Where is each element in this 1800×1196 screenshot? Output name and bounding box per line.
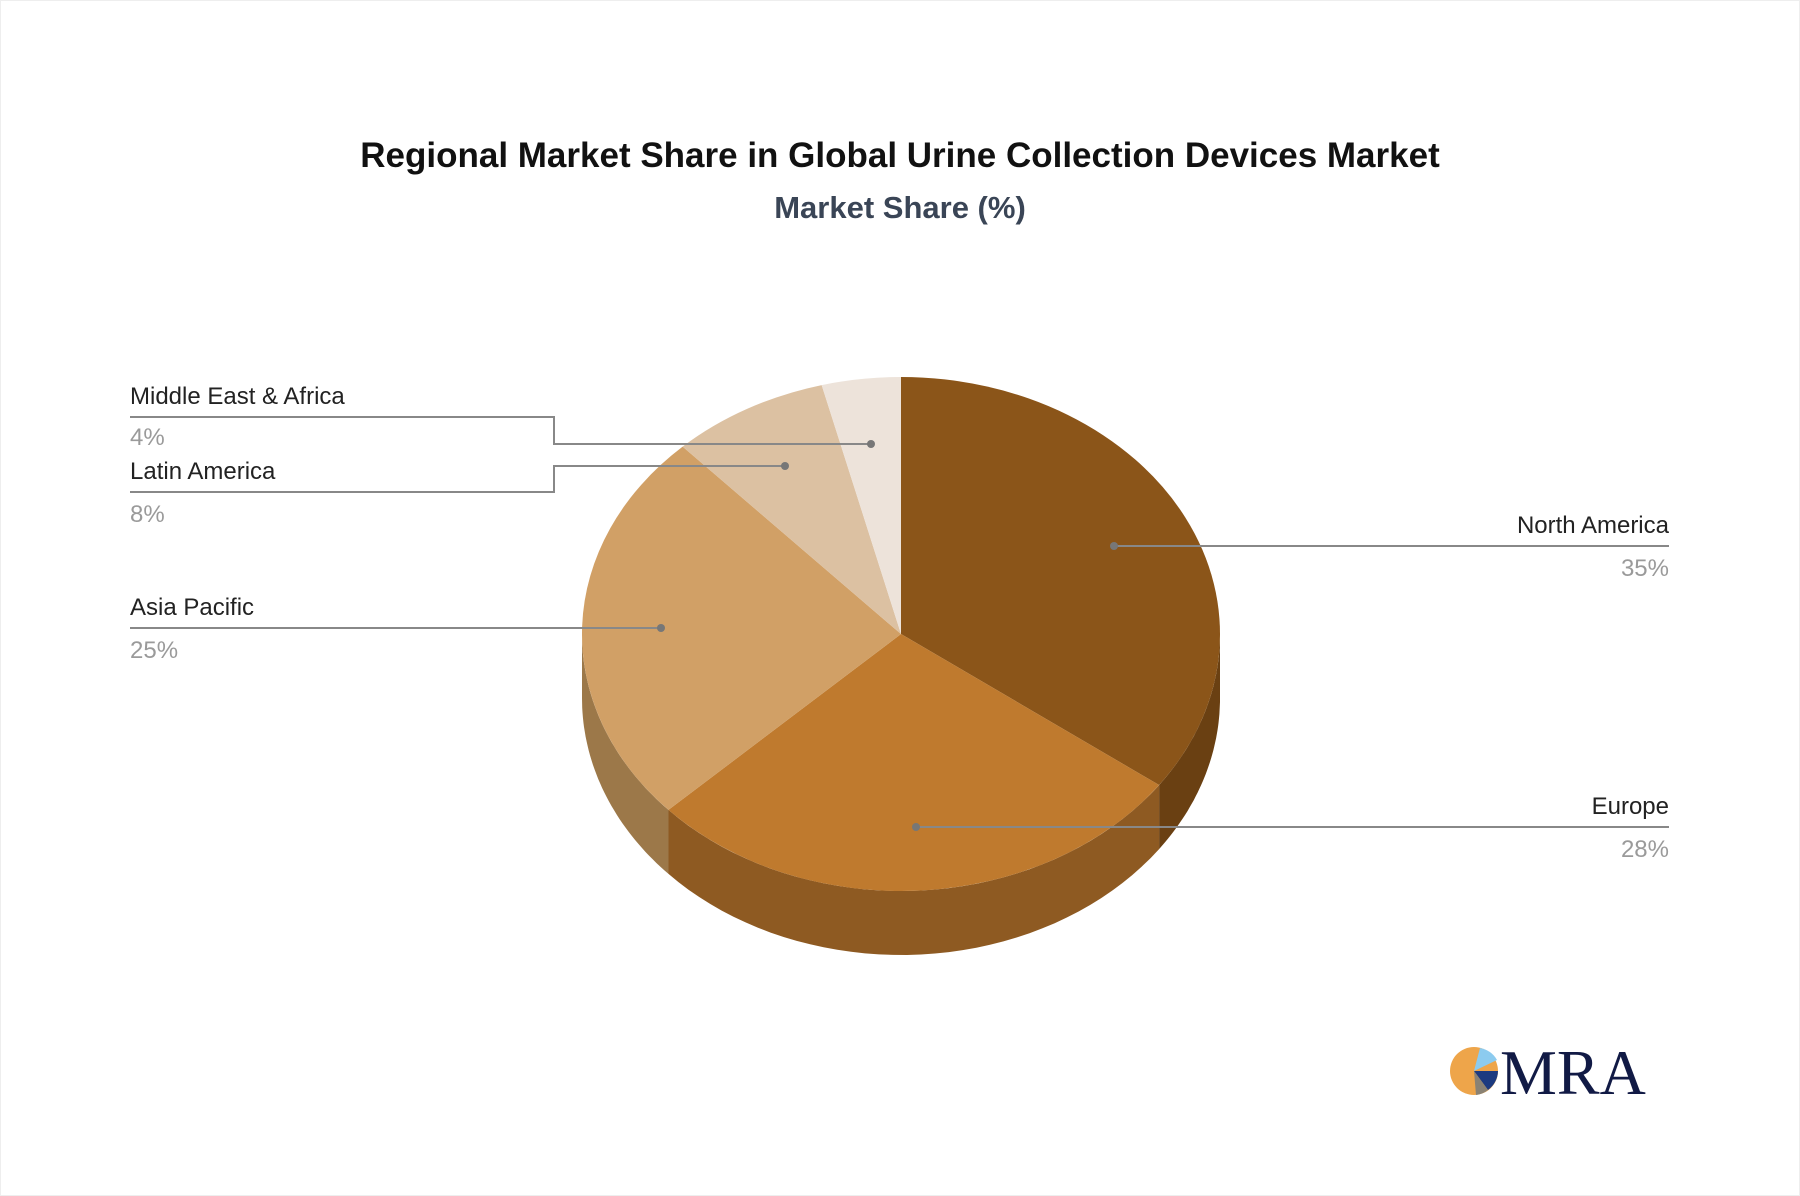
- pie-slice-middle-east-africa: [821, 377, 901, 634]
- logo-pie-icon: [1450, 1047, 1498, 1095]
- slice-label-north-america: North America: [1517, 512, 1670, 539]
- leader-dot-latin-america: [781, 462, 789, 470]
- leader-line-middle-east-africa: [130, 416, 871, 445]
- chart-title: Regional Market Share in Global Urine Co…: [360, 136, 1440, 175]
- logo-text: MRA: [1500, 1037, 1646, 1108]
- leader-dot-europe: [912, 823, 920, 831]
- slice-label-europe: Europe: [1592, 793, 1669, 820]
- leader-dot-north-america: [1110, 542, 1118, 550]
- slice-label-middle-east-africa: Middle East & Africa: [130, 383, 345, 410]
- slice-value-europe: 28%: [1621, 836, 1669, 863]
- pie-side-asia-pacific: [582, 634, 669, 874]
- slice-label-asia-pacific: Asia Pacific: [130, 594, 254, 621]
- slice-value-latin-america: 8%: [130, 501, 165, 528]
- leader-line-latin-america: [130, 465, 785, 493]
- leader-dot-middle-east-africa: [867, 440, 875, 448]
- pie-slice-north-america: [901, 377, 1220, 786]
- pie-side-europe: [668, 785, 1160, 955]
- slice-value-north-america: 35%: [1621, 555, 1669, 582]
- pie-side-north-america: [1159, 634, 1220, 850]
- slice-label-latin-america: Latin America: [130, 458, 276, 485]
- slice-value-middle-east-africa: 4%: [130, 424, 165, 451]
- leader-dot-asia-pacific: [657, 624, 665, 632]
- pie-slice-asia-pacific: [582, 446, 901, 810]
- slice-value-asia-pacific: 25%: [130, 637, 178, 664]
- chart-subtitle: Market Share (%): [774, 190, 1026, 225]
- pie-slice-latin-america: [682, 385, 901, 634]
